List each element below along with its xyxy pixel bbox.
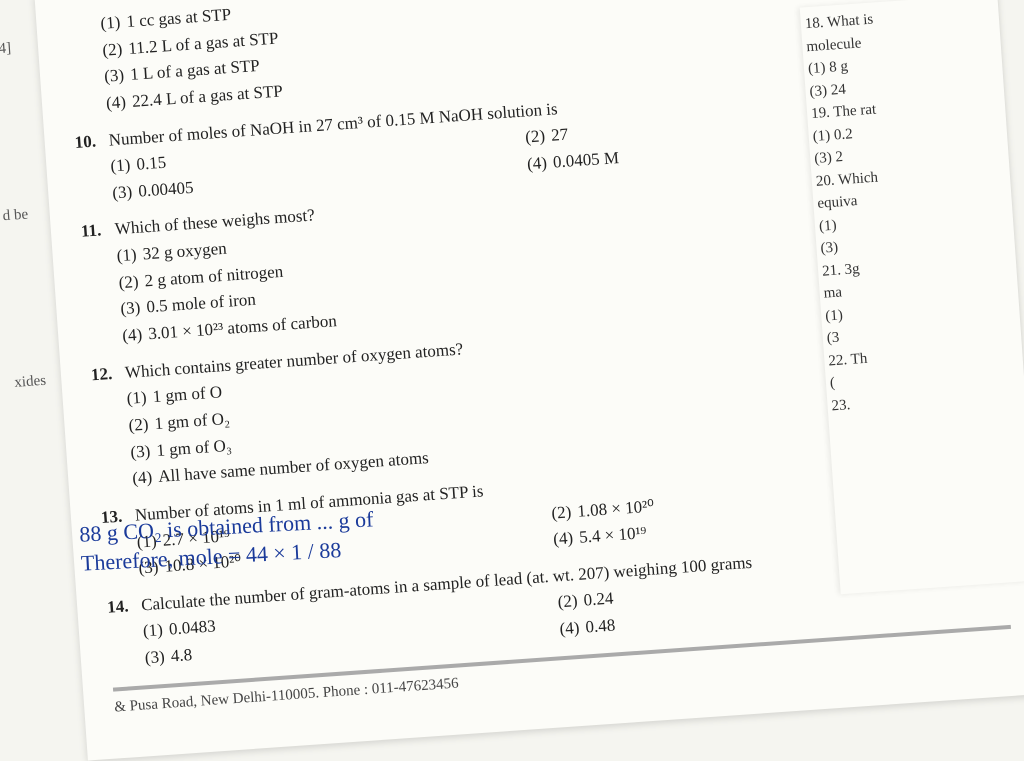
q14-number: 14. bbox=[106, 593, 145, 675]
frag-dbe: d be bbox=[2, 206, 35, 225]
q10-number: 10. bbox=[74, 128, 113, 210]
frag-xides: xides bbox=[14, 373, 47, 392]
frag-14: 14] bbox=[0, 40, 23, 59]
